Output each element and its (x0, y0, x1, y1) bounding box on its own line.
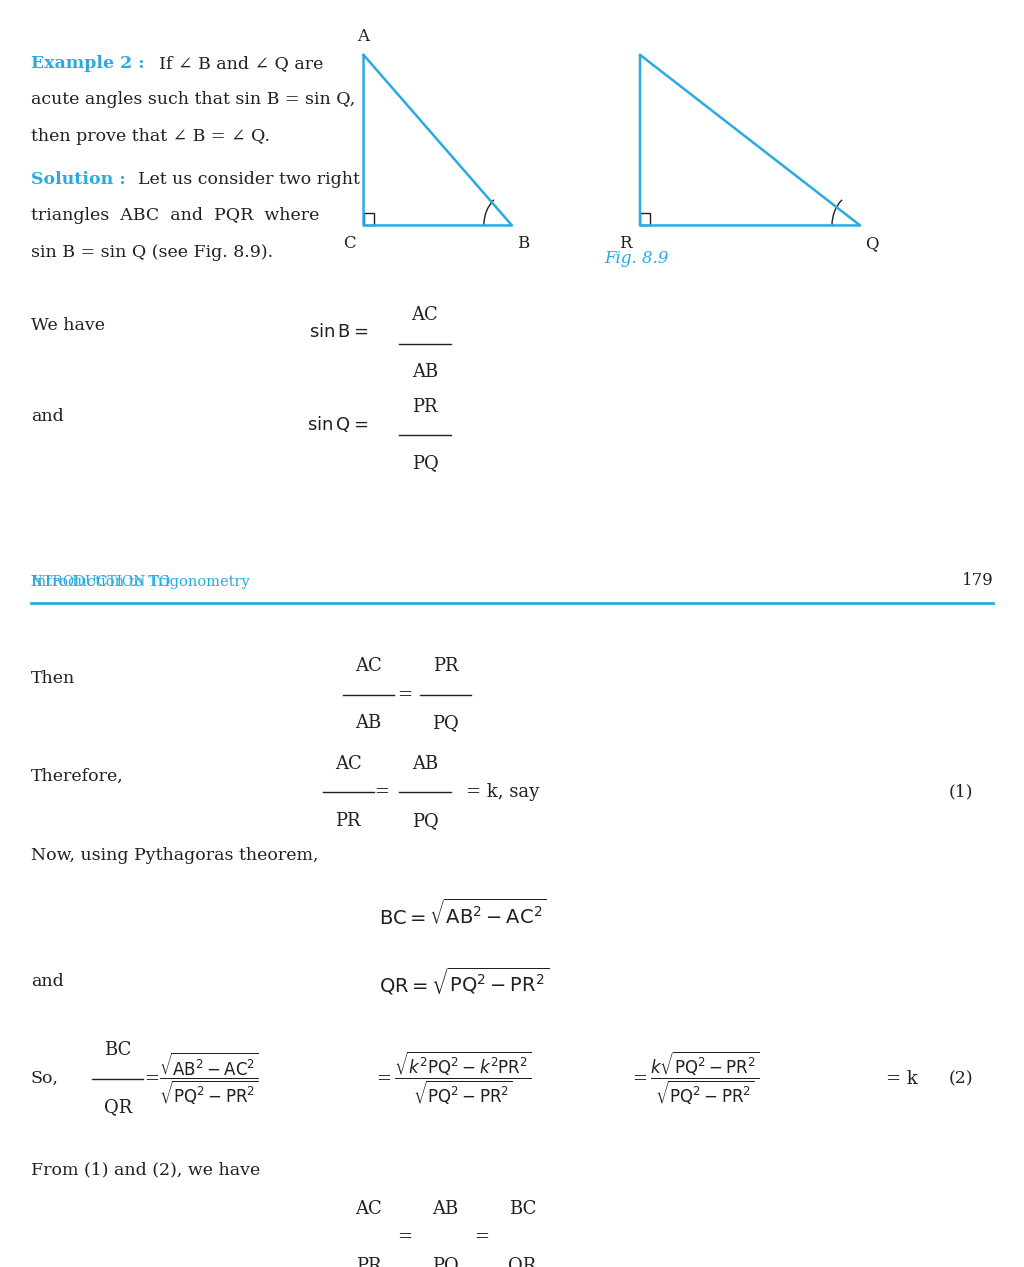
Text: =: = (144, 1069, 159, 1087)
Text: = k: = k (886, 1069, 918, 1087)
Text: and: and (31, 973, 63, 990)
Text: acute angles such that sin B = sin Q,: acute angles such that sin B = sin Q, (31, 91, 355, 109)
Text: AC: AC (355, 1200, 382, 1218)
Text: $\mathrm{sin\,B} = $: $\mathrm{sin\,B} = $ (309, 323, 369, 341)
Text: Now, using Pythagoras theorem,: Now, using Pythagoras theorem, (31, 848, 318, 864)
Text: Therefore,: Therefore, (31, 768, 124, 784)
Text: AB: AB (412, 755, 438, 773)
Text: AB: AB (412, 364, 438, 381)
Text: Then: Then (31, 670, 75, 687)
Text: PR: PR (336, 812, 360, 830)
Text: $\mathrm{sin\,Q} = $: $\mathrm{sin\,Q} = $ (307, 414, 369, 435)
Text: =: = (474, 1228, 488, 1245)
Text: A: A (357, 28, 370, 46)
Text: AC: AC (335, 755, 361, 773)
Text: (1): (1) (948, 784, 973, 801)
Text: PQ: PQ (432, 715, 459, 732)
Text: $\dfrac{\sqrt{k^2\mathrm{PQ}^2-k^2\mathrm{PR}^2}}{\sqrt{\mathrm{PQ}^2-\mathrm{PR: $\dfrac{\sqrt{k^2\mathrm{PQ}^2-k^2\mathr… (394, 1050, 531, 1107)
Text: From (1) and (2), we have: From (1) and (2), we have (31, 1162, 260, 1178)
Text: We have: We have (31, 317, 104, 334)
Text: Introduction to Trigonometry: Introduction to Trigonometry (31, 575, 250, 589)
Text: PR: PR (433, 658, 458, 675)
Text: =: = (375, 783, 389, 801)
Text: QR: QR (103, 1098, 132, 1116)
Text: sin B = sin Q (see Fig. 8.9).: sin B = sin Q (see Fig. 8.9). (31, 243, 272, 261)
Text: then prove that ∠ B = ∠ Q.: then prove that ∠ B = ∠ Q. (31, 128, 269, 144)
Text: = k, say: = k, say (466, 783, 540, 801)
Text: Let us consider two right: Let us consider two right (138, 171, 360, 188)
Text: BC: BC (104, 1041, 131, 1059)
Text: Solution :: Solution : (31, 171, 131, 188)
Text: Example 2 :: Example 2 : (31, 54, 151, 72)
Text: PQ: PQ (412, 455, 438, 473)
Text: =: = (633, 1069, 647, 1087)
Text: $\dfrac{k\sqrt{\mathrm{PQ}^2-\mathrm{PR}^2}}{\sqrt{\mathrm{PQ}^2-\mathrm{PR}^2}}: $\dfrac{k\sqrt{\mathrm{PQ}^2-\mathrm{PR}… (650, 1050, 760, 1107)
Text: (2): (2) (948, 1071, 973, 1087)
Text: C: C (343, 236, 355, 252)
Text: $\dfrac{\sqrt{\mathrm{AB}^2-\mathrm{AC}^2}}{\sqrt{\mathrm{PQ}^2-\mathrm{PR}^2}}$: $\dfrac{\sqrt{\mathrm{AB}^2-\mathrm{AC}^… (159, 1050, 259, 1107)
Text: =: = (397, 685, 412, 703)
Text: B: B (517, 236, 529, 252)
Text: $\mathrm{BC} = \sqrt{\mathrm{AB}^2 - \mathrm{AC}^2}$: $\mathrm{BC} = \sqrt{\mathrm{AB}^2 - \ma… (379, 900, 547, 929)
Text: $\mathrm{QR} = \sqrt{\mathrm{PQ}^2 - \mathrm{PR}^2}$: $\mathrm{QR} = \sqrt{\mathrm{PQ}^2 - \ma… (379, 965, 549, 997)
Text: R: R (620, 236, 632, 252)
Text: =: = (397, 1228, 412, 1245)
Text: So,: So, (31, 1071, 58, 1087)
Text: QR: QR (508, 1257, 537, 1267)
Text: AB: AB (432, 1200, 459, 1218)
Text: AB: AB (355, 715, 382, 732)
Text: If ∠ B and ∠ Q are: If ∠ B and ∠ Q are (159, 54, 324, 72)
Text: Fig. 8.9: Fig. 8.9 (604, 250, 669, 267)
Text: =: = (377, 1069, 391, 1087)
Text: AC: AC (412, 307, 438, 324)
Text: NTRODUCTION TO: NTRODUCTION TO (31, 575, 174, 589)
Text: triangles  ABC  and  PQR  where: triangles ABC and PQR where (31, 208, 319, 224)
Text: PR: PR (413, 398, 437, 416)
Text: PR: PR (356, 1257, 381, 1267)
Text: Q: Q (865, 236, 879, 252)
Text: and: and (31, 408, 63, 426)
Text: AC: AC (355, 658, 382, 675)
Text: PQ: PQ (412, 812, 438, 830)
Text: BC: BC (509, 1200, 536, 1218)
Text: I: I (31, 575, 36, 589)
Text: 179: 179 (962, 571, 993, 589)
Text: PQ: PQ (432, 1257, 459, 1267)
